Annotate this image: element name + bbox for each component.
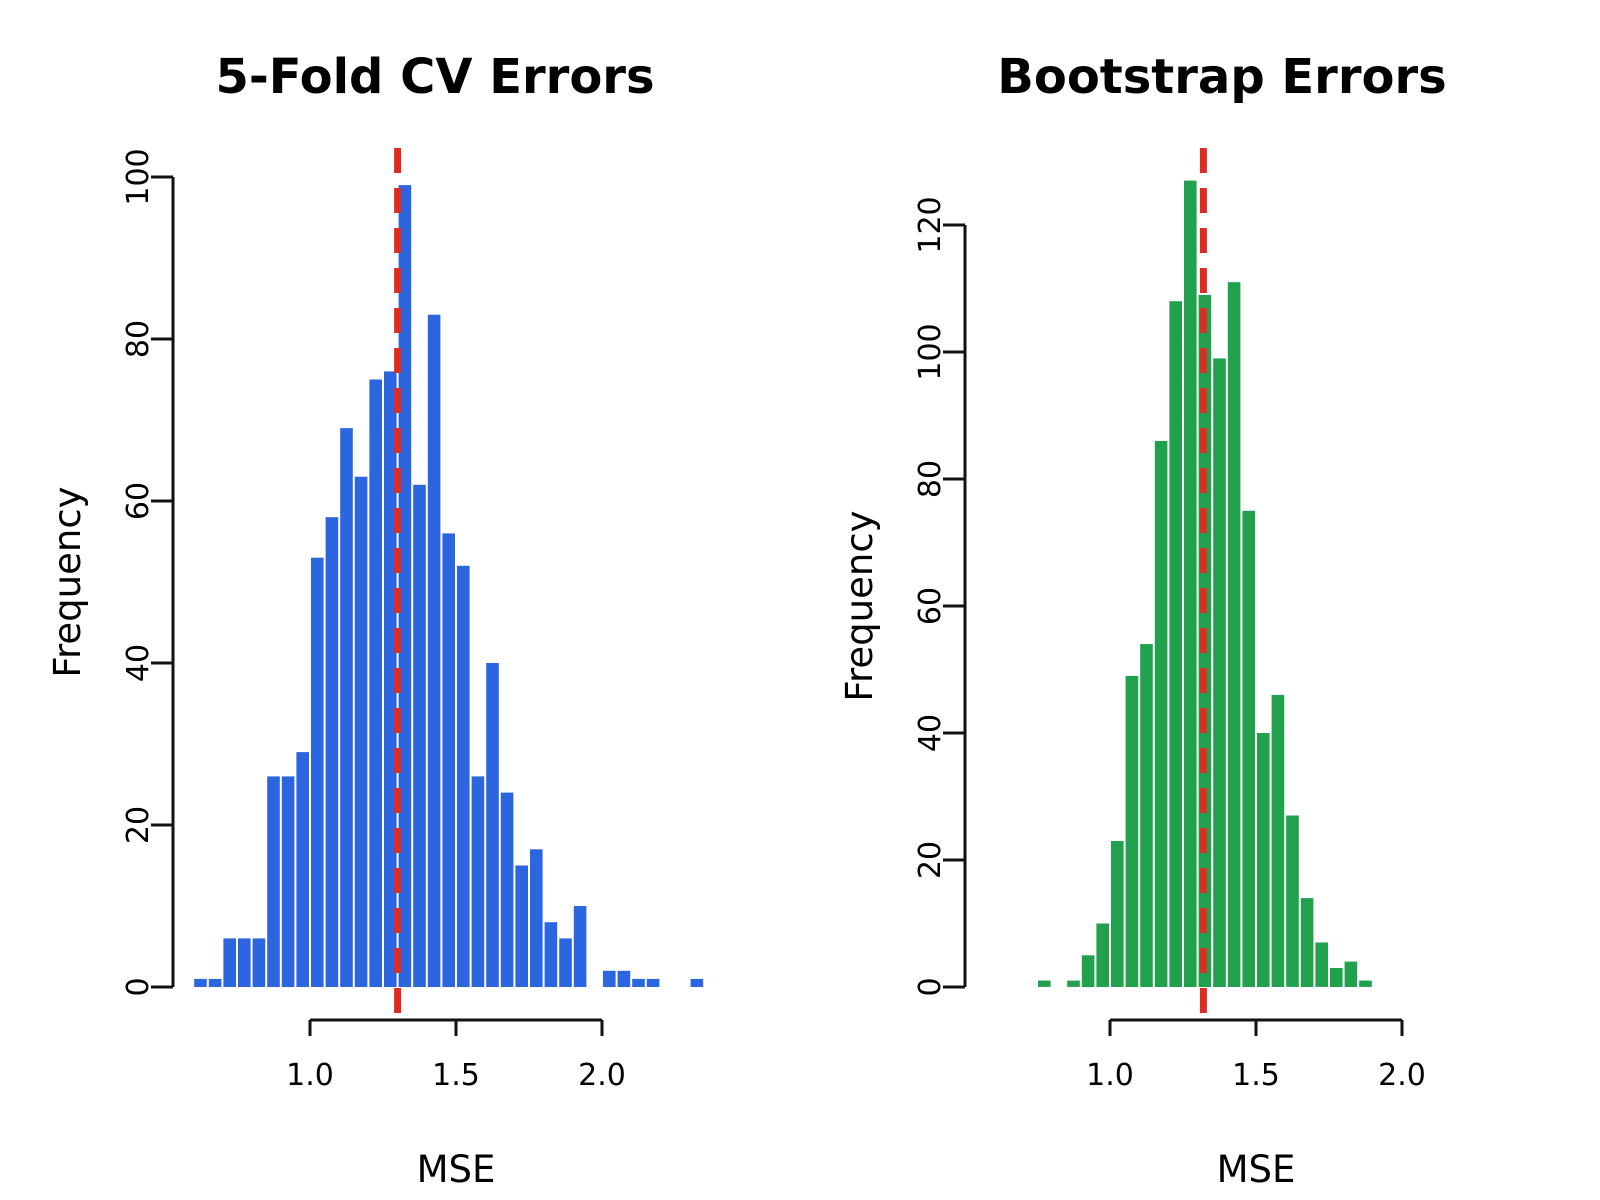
histogram-bar bbox=[325, 517, 339, 987]
histogram-bar bbox=[413, 484, 426, 987]
histogram-bar bbox=[530, 849, 543, 987]
y-tick-label: 0 bbox=[913, 977, 948, 996]
histogram-bar bbox=[559, 938, 572, 987]
histogram-bar bbox=[617, 970, 631, 987]
bootstrap-y-axis-label: Frequency bbox=[838, 510, 881, 701]
x-tick-label: 1.5 bbox=[432, 1058, 480, 1093]
histogram-bar bbox=[1067, 980, 1080, 987]
histogram-bar bbox=[398, 185, 412, 988]
y-tick-label: 60 bbox=[121, 482, 156, 520]
histogram-bar bbox=[1330, 968, 1343, 987]
histogram-bar bbox=[1286, 815, 1299, 987]
histogram-bar bbox=[1242, 510, 1255, 988]
histogram-bar bbox=[442, 533, 455, 987]
histogram-bar bbox=[1125, 675, 1139, 987]
histogram-bar bbox=[1081, 955, 1095, 988]
cv-bars-group bbox=[194, 185, 704, 988]
histogram-bar bbox=[1111, 841, 1124, 987]
histogram-bar bbox=[1315, 942, 1328, 987]
cv-x-axis-label: MSE bbox=[417, 1148, 496, 1191]
y-tick-label: 20 bbox=[913, 841, 948, 879]
histogram-bar bbox=[573, 906, 587, 987]
y-tick-label: 80 bbox=[913, 460, 948, 498]
cv-panel-title: 5-Fold CV Errors bbox=[215, 49, 654, 105]
bootstrap-panel-title: Bootstrap Errors bbox=[997, 49, 1446, 105]
histogram-bar bbox=[544, 922, 558, 987]
histogram-bar bbox=[281, 776, 295, 987]
x-tick-label: 2.0 bbox=[578, 1058, 626, 1093]
histogram-bar bbox=[1096, 923, 1109, 987]
y-tick-label: 120 bbox=[913, 196, 948, 253]
histogram-bar bbox=[471, 776, 485, 987]
y-tick-label: 100 bbox=[121, 148, 156, 205]
histogram-bar bbox=[500, 792, 514, 987]
histogram-bar bbox=[238, 938, 251, 987]
histogram-bar bbox=[223, 938, 236, 987]
y-tick-label: 40 bbox=[121, 644, 156, 682]
histogram-bar bbox=[427, 314, 441, 987]
cv-axes-group: 0 20 40 60 80 100 1.0 1.5 2.0 bbox=[121, 148, 626, 1093]
histogram-bar bbox=[1271, 694, 1285, 987]
histogram-bar bbox=[1140, 644, 1153, 987]
histogram-bar bbox=[1257, 733, 1270, 987]
panel-bootstrap: 0 20 40 60 80 100 120 1.0 1.5 2.0 Bootstrap Error… bbox=[838, 49, 1447, 1191]
x-tick-label: 1.5 bbox=[1232, 1058, 1280, 1093]
histogram-bar bbox=[296, 752, 309, 987]
histogram-bar bbox=[690, 978, 704, 987]
histogram-bar bbox=[1213, 358, 1226, 987]
histogram-bar bbox=[267, 776, 280, 987]
histogram-bar bbox=[1038, 980, 1051, 987]
histogram-bar bbox=[208, 978, 222, 987]
y-tick-label: 20 bbox=[121, 806, 156, 844]
histogram-bar bbox=[194, 978, 207, 987]
x-tick-label: 2.0 bbox=[1378, 1058, 1426, 1093]
cv-y-axis-label: Frequency bbox=[46, 486, 89, 677]
y-tick-label: 100 bbox=[913, 323, 948, 380]
y-tick-label: 60 bbox=[913, 587, 948, 625]
histogram-bar bbox=[603, 970, 616, 987]
y-tick-label: 0 bbox=[121, 977, 156, 996]
histogram-bar bbox=[384, 371, 397, 987]
histogram-bar bbox=[515, 865, 528, 987]
histogram-bar bbox=[646, 978, 660, 987]
histogram-bar bbox=[252, 938, 266, 987]
histogram-bar bbox=[354, 476, 368, 987]
bootstrap-x-axis-label: MSE bbox=[1217, 1148, 1296, 1191]
bootstrap-axes-group: 0 20 40 60 80 100 120 1.0 1.5 2.0 bbox=[913, 196, 1426, 1093]
histogram-bar bbox=[457, 565, 470, 987]
histogram-bar bbox=[1359, 980, 1372, 987]
histogram-bar bbox=[1344, 961, 1358, 987]
x-tick-label: 1.0 bbox=[1086, 1058, 1134, 1093]
histogram-bar bbox=[632, 978, 645, 987]
histogram-bar bbox=[1184, 180, 1197, 988]
histogram-bar bbox=[486, 663, 499, 987]
histogram-bar bbox=[1169, 301, 1182, 987]
bootstrap-bars-group bbox=[1038, 180, 1372, 988]
histogram-bar bbox=[1154, 440, 1168, 987]
y-tick-label: 80 bbox=[121, 320, 156, 358]
histogram-bar bbox=[1227, 282, 1241, 987]
histogram-bar bbox=[340, 428, 353, 988]
y-tick-label: 40 bbox=[913, 714, 948, 752]
histogram-bar bbox=[1300, 898, 1314, 987]
panel-cv: 0 20 40 60 80 100 1.0 1.5 2.0 5-Fold CV Errors M… bbox=[46, 49, 704, 1191]
histogram-bar bbox=[369, 379, 382, 987]
x-tick-label: 1.0 bbox=[286, 1058, 334, 1093]
histogram-bar bbox=[311, 557, 324, 987]
